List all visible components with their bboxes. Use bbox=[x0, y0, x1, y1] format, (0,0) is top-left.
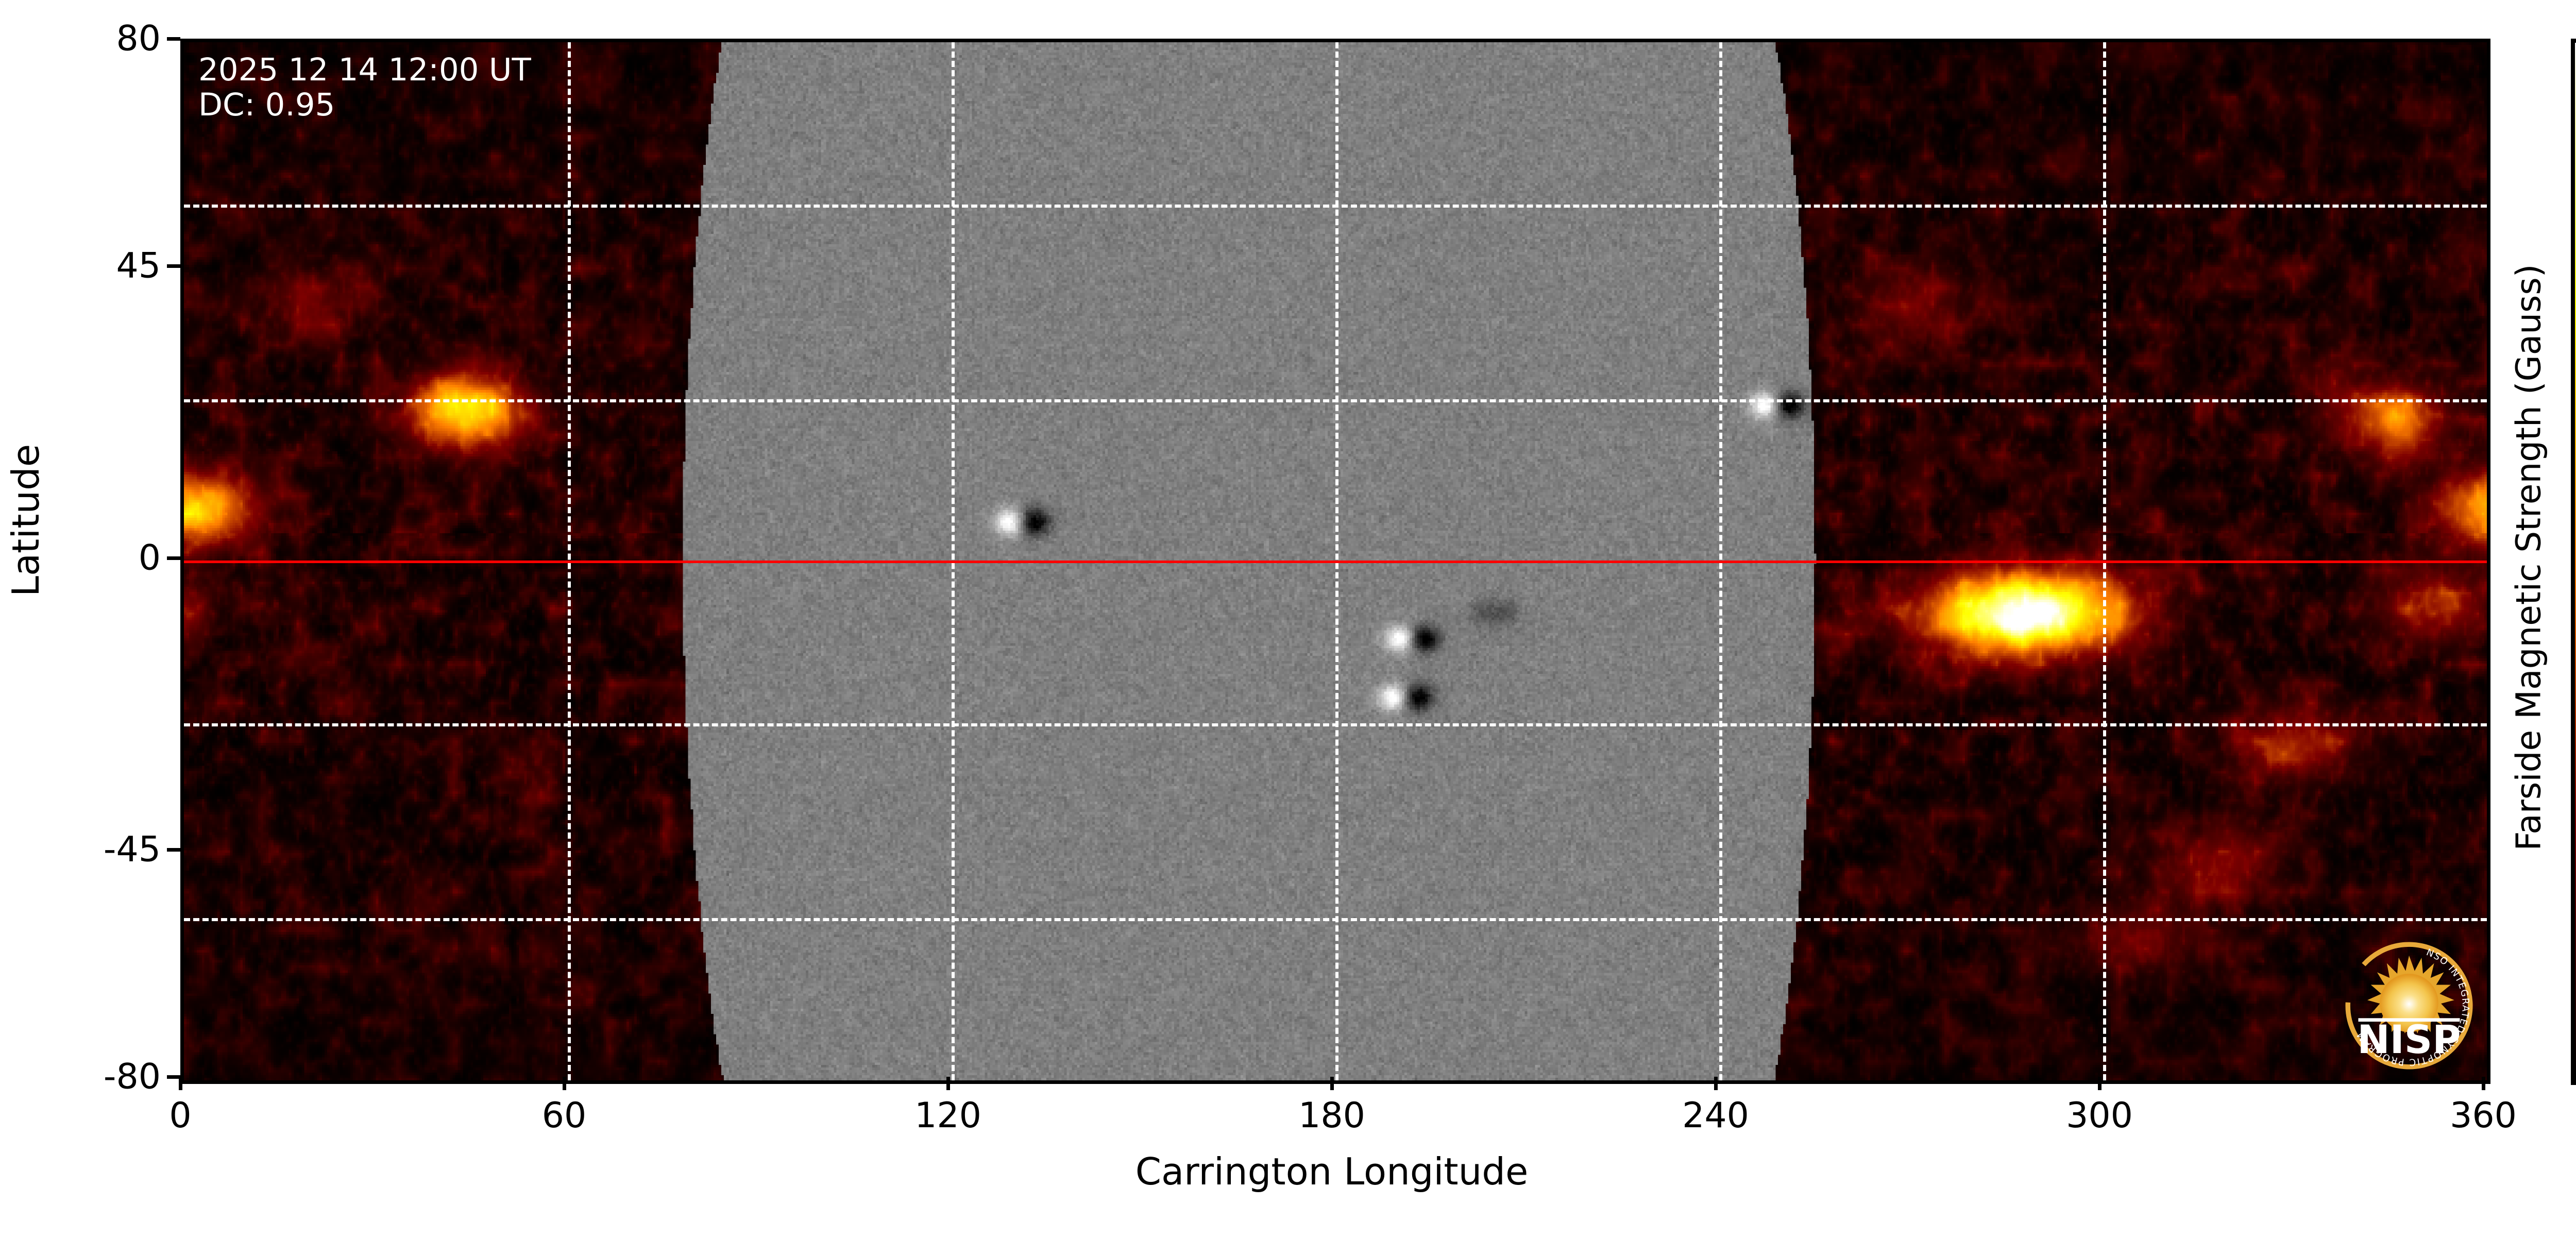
x-tick-label: 180 bbox=[1298, 1095, 1365, 1136]
y-tick-label: 45 bbox=[116, 245, 161, 286]
farside-colorbar-gradient bbox=[2575, 43, 2576, 1081]
synoptic-map-plot: 2025 12 14 12:00 UT DC: 0.95 bbox=[180, 39, 2490, 1084]
y-axis-label: Latitude bbox=[4, 444, 47, 597]
x-tick bbox=[179, 1077, 182, 1090]
observation-annotation: 2025 12 14 12:00 UT DC: 0.95 bbox=[198, 52, 531, 124]
y-tick bbox=[167, 556, 180, 560]
x-tick bbox=[1714, 1077, 1718, 1090]
nisp-logo: NISP NSO INTEGRATED SYNOPTIC PROGRAM bbox=[2345, 942, 2473, 1070]
annotation-duty-cycle: DC: 0.95 bbox=[198, 87, 335, 124]
annotation-datetime: 2025 12 14 12:00 UT bbox=[198, 52, 531, 88]
nisp-acronym-text: NISP bbox=[2357, 1017, 2461, 1062]
farside-colorbar-label: Farside Magnetic Strength (Gauss) bbox=[2509, 264, 2549, 851]
x-tick-label: 360 bbox=[2450, 1095, 2517, 1136]
equator-line bbox=[184, 560, 2487, 563]
y-tick-label: 0 bbox=[138, 537, 161, 578]
x-tick bbox=[2098, 1077, 2102, 1090]
x-tick-label: 0 bbox=[169, 1095, 192, 1136]
y-tick-label: -45 bbox=[103, 829, 161, 870]
x-tick bbox=[563, 1077, 566, 1090]
map-canvas-container: 2025 12 14 12:00 UT DC: 0.95 bbox=[184, 42, 2487, 1080]
x-tick bbox=[1330, 1077, 1334, 1090]
x-tick-label: 240 bbox=[1682, 1095, 1749, 1136]
x-tick-label: 60 bbox=[541, 1095, 587, 1136]
x-tick-label: 300 bbox=[2066, 1095, 2133, 1136]
y-tick bbox=[167, 264, 180, 268]
y-tick-label: 80 bbox=[116, 18, 161, 59]
farside-colorbar bbox=[2571, 39, 2576, 1085]
x-axis-label: Carrington Longitude bbox=[1135, 1150, 1529, 1193]
y-tick-label: -80 bbox=[103, 1056, 161, 1097]
y-tick bbox=[167, 848, 180, 852]
x-tick bbox=[946, 1077, 950, 1090]
x-tick-label: 120 bbox=[914, 1095, 981, 1136]
x-tick bbox=[2482, 1077, 2485, 1090]
y-tick bbox=[167, 37, 180, 41]
y-tick bbox=[167, 1075, 180, 1079]
